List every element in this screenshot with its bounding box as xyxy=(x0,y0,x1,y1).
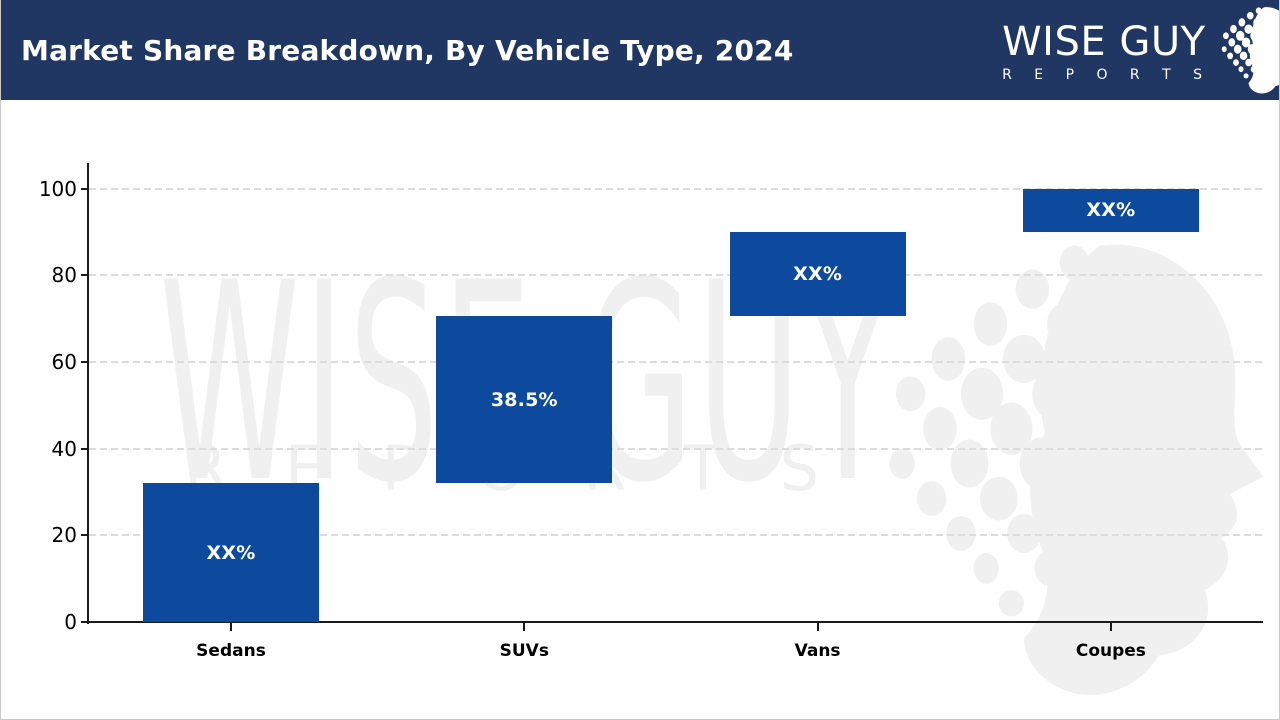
x-tick-suvs xyxy=(523,623,526,631)
brand-wordmark: WISE GUY xyxy=(1002,19,1206,65)
x-category-label-suvs: SUVs xyxy=(499,641,549,661)
x-category-label-vans: Vans xyxy=(794,641,841,661)
y-tick-label-0: 0 xyxy=(64,610,77,634)
y-gridline-20 xyxy=(89,534,1263,537)
bar-value-label: 38.5% xyxy=(490,388,558,411)
bar-segment-vans: XX% xyxy=(729,231,906,317)
bar-segment-suvs: 38.5% xyxy=(436,316,613,484)
y-tick-0 xyxy=(81,621,89,623)
bar-segment-sedans: XX% xyxy=(143,483,319,622)
x-tick-coupes xyxy=(1109,623,1112,631)
page-title: Market Share Breakdown, By Vehicle Type,… xyxy=(21,33,794,67)
x-category-label-sedans: Sedans xyxy=(196,641,266,661)
bar-segment-coupes: XX% xyxy=(1022,188,1199,232)
y-gridline-80 xyxy=(89,274,1263,277)
y-tick-40 xyxy=(81,447,89,450)
y-tick-label-80: 80 xyxy=(51,263,77,288)
y-tick-label-60: 60 xyxy=(51,349,77,374)
brand-subtext: R E P O R T S xyxy=(1002,67,1211,83)
x-tick-sedans xyxy=(230,623,232,631)
y-tick-label-100: 100 xyxy=(38,176,77,201)
y-tick-100 xyxy=(81,187,89,190)
y-gridline-40 xyxy=(89,447,1263,450)
brand-head-icon xyxy=(1221,7,1279,94)
y-gridline-100 xyxy=(89,187,1263,190)
y-tick-60 xyxy=(81,360,89,363)
y-axis-line xyxy=(87,163,89,624)
watermark-head-logo xyxy=(889,244,1264,695)
y-gridline-60 xyxy=(89,360,1263,363)
y-tick-label-20: 20 xyxy=(51,523,77,548)
x-category-label-coupes: Coupes xyxy=(1075,641,1146,661)
x-axis-line xyxy=(87,621,1263,623)
bar-value-label: XX% xyxy=(1086,199,1136,222)
y-tick-20 xyxy=(81,534,89,537)
bar-value-label: XX% xyxy=(206,541,256,564)
y-tick-80 xyxy=(81,274,89,277)
x-tick-vans xyxy=(816,623,819,631)
y-tick-label-40: 40 xyxy=(51,436,77,461)
bar-value-label: XX% xyxy=(793,263,843,286)
brand-logo: WISE GUY R E P O R T S xyxy=(1002,22,1211,82)
header-bar: Market Share Breakdown, By Vehicle Type,… xyxy=(1,0,1279,100)
